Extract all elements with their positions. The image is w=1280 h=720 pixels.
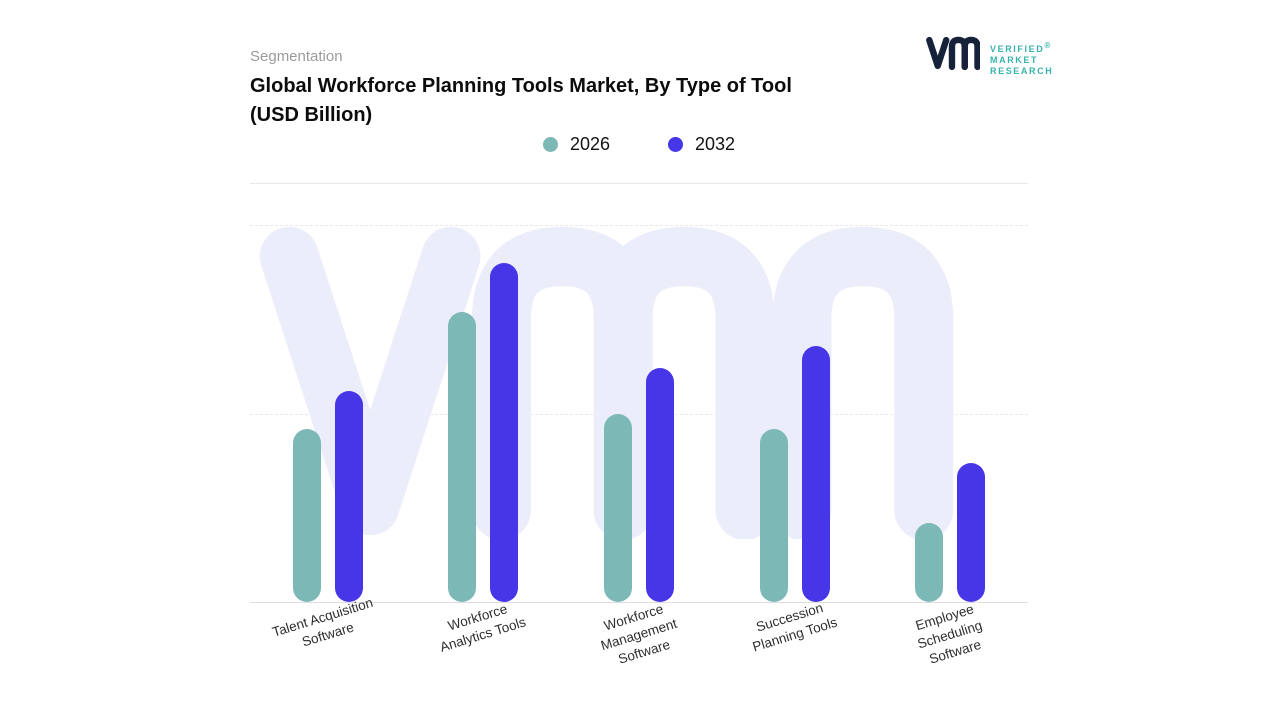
category-label: Workforce Management Software (598, 601, 679, 667)
legend-marker-icon (542, 137, 558, 152)
eyebrow-label: Segmentation (250, 48, 343, 65)
logo-line-verified: VERIFIED® (990, 41, 1051, 54)
category-labels: Talent Acquisition Software Workforce Ana… (250, 594, 1028, 667)
category-label: Workforce Analytics Tools (438, 601, 529, 655)
logo-text: VERIFIED® MARKET RESEARCH (990, 36, 1053, 77)
registered-mark: ® (1044, 41, 1051, 50)
vmr-logo: VERIFIED® MARKET RESEARCH (926, 36, 1053, 77)
legend-item-2026: 2026 (542, 134, 610, 155)
category-label: Talent Acquisition Software (270, 594, 375, 650)
bar-group (915, 225, 986, 602)
chart-title-line2: (USD Billion) (250, 104, 373, 126)
gridline-top (250, 225, 1028, 226)
bar-2032 (801, 345, 830, 602)
legend-label: 2026 (569, 134, 610, 154)
header-divider (250, 183, 1028, 184)
legend-label: 2032 (695, 134, 736, 154)
bar-2026 (292, 428, 321, 602)
plot-area (250, 225, 1028, 603)
bar-2026 (915, 522, 944, 602)
bar-group (292, 225, 363, 602)
legend-item-2032: 2032 (668, 134, 735, 155)
legend-marker-icon (668, 137, 683, 152)
vmr-monogram-icon (926, 36, 980, 70)
logo-line-research: RESEARCH (990, 66, 1054, 76)
bar-2032 (490, 262, 519, 602)
legend: 2026 2032 (250, 134, 1028, 155)
category-label: Succession Planning Tools (750, 600, 839, 655)
bar-group (759, 225, 830, 602)
chart-title-line1: Global Workforce Planning Tools Market, … (250, 75, 792, 97)
bar-2026 (448, 311, 477, 602)
bars-row (250, 225, 1028, 602)
bar-2026 (603, 413, 632, 602)
category-label: Employee Scheduling Software (913, 601, 985, 667)
bar-2032 (957, 462, 986, 602)
logo-line-market: MARKET (990, 55, 1039, 65)
bar-2032 (334, 390, 363, 602)
chart-title: Global Workforce Planning Tools Market, … (250, 72, 792, 130)
bar-group (448, 225, 519, 602)
bar-group (603, 225, 674, 602)
bar-2026 (759, 428, 788, 602)
x-axis-line (250, 602, 1028, 603)
bar-2032 (645, 368, 674, 602)
